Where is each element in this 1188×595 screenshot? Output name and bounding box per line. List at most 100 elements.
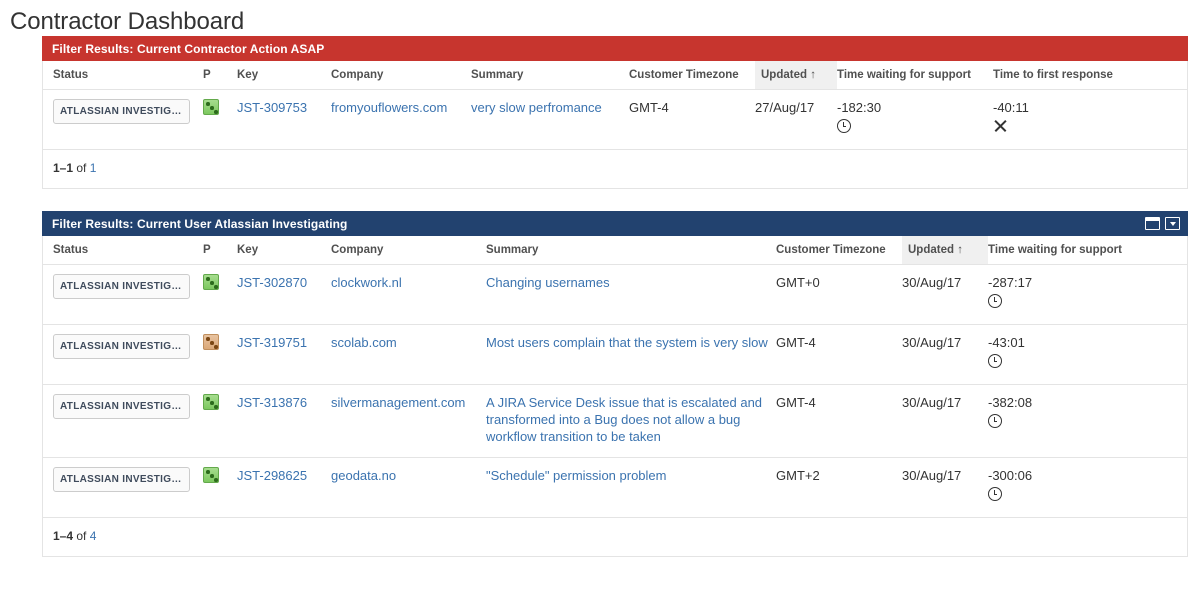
cell-timezone: GMT+2 <box>776 457 902 518</box>
time-waiting-value: -300:06 <box>988 468 1033 483</box>
cell-status: ATLASSIAN INVESTIG… <box>43 457 203 518</box>
table-row[interactable]: ATLASSIAN INVESTIG… JST-302870 clockwork… <box>43 264 1187 325</box>
column-header-status[interactable]: Status <box>43 236 203 265</box>
column-header-summary[interactable]: Summary <box>486 236 776 265</box>
cell-status: ATLASSIAN INVESTIG… <box>43 89 203 150</box>
cell-summary: "Schedule" permission problem <box>486 457 776 518</box>
cell-timezone: GMT+0 <box>776 264 902 325</box>
cell-priority <box>203 264 237 325</box>
cell-updated: 30/Aug/17 <box>902 264 988 325</box>
pagination-footer: 1–4 of 4 <box>43 518 1187 556</box>
cell-time-waiting: -43:01 <box>988 324 1187 385</box>
cell-status: ATLASSIAN INVESTIG… <box>43 264 203 325</box>
minimize-icon[interactable] <box>1145 217 1160 230</box>
column-header-priority[interactable]: P <box>203 61 237 90</box>
gadget-header[interactable]: Filter Results: Current Contractor Actio… <box>42 36 1188 61</box>
column-header-key[interactable]: Key <box>237 61 331 90</box>
company-link[interactable]: silvermanagement.com <box>331 395 466 410</box>
priority-low-icon <box>203 274 219 290</box>
cell-priority <box>203 457 237 518</box>
issue-key-link[interactable]: JST-302870 <box>237 275 308 290</box>
pagination-total-link[interactable]: 1 <box>89 161 97 175</box>
cell-priority <box>203 89 237 150</box>
gadget-title: Filter Results: Current Contractor Actio… <box>52 41 325 56</box>
cell-updated: 30/Aug/17 <box>902 384 988 458</box>
status-badge[interactable]: ATLASSIAN INVESTIG… <box>53 334 190 359</box>
pagination-range: 1–4 <box>53 529 74 543</box>
pagination-total-link[interactable]: 4 <box>89 529 97 543</box>
priority-low-icon <box>203 467 219 483</box>
column-header-company[interactable]: Company <box>331 61 471 90</box>
issue-key-link[interactable]: JST-298625 <box>237 468 308 483</box>
cell-updated: 30/Aug/17 <box>902 324 988 385</box>
status-badge[interactable]: ATLASSIAN INVESTIG… <box>53 99 190 124</box>
cell-company: scolab.com <box>331 324 486 385</box>
page-title: Contractor Dashboard <box>10 8 245 35</box>
summary-link[interactable]: Changing usernames <box>486 275 610 290</box>
cell-priority <box>203 324 237 385</box>
table-row[interactable]: ATLASSIAN INVESTIG… JST-313876 silverman… <box>43 384 1187 458</box>
column-header-timezone[interactable]: Customer Timezone <box>629 61 755 90</box>
column-header-updated[interactable]: Updated ↑ <box>902 236 988 265</box>
priority-medium-icon <box>203 334 219 350</box>
dashboard-area: Filter Results: Current Contractor Actio… <box>0 36 1188 557</box>
priority-low-icon <box>203 99 219 115</box>
summary-link[interactable]: Most users complain that the system is v… <box>486 335 768 350</box>
column-header-priority[interactable]: P <box>203 236 237 265</box>
cell-status: ATLASSIAN INVESTIG… <box>43 324 203 385</box>
cell-key: JST-302870 <box>237 264 331 325</box>
gadget-header-controls <box>1145 217 1180 230</box>
cell-time-waiting: -182:30 <box>837 89 993 150</box>
cell-timezone: GMT-4 <box>776 324 902 385</box>
cell-updated: 30/Aug/17 <box>902 457 988 518</box>
gadget-contractor-action-asap: Filter Results: Current Contractor Actio… <box>42 36 1188 189</box>
cell-summary: Changing usernames <box>486 264 776 325</box>
time-first-response-value: -40:11 <box>993 100 1029 115</box>
time-waiting-value: -43:01 <box>988 335 1025 350</box>
column-header-time-waiting[interactable]: Time waiting for support <box>837 61 993 90</box>
cell-key: JST-313876 <box>237 384 331 458</box>
chevron-down-icon[interactable] <box>1165 217 1180 230</box>
status-badge[interactable]: ATLASSIAN INVESTIG… <box>53 394 190 419</box>
company-link[interactable]: geodata.no <box>331 468 397 483</box>
cell-summary: A JIRA Service Desk issue that is escala… <box>486 384 776 458</box>
gadget-header[interactable]: Filter Results: Current User Atlassian I… <box>42 211 1188 236</box>
summary-link[interactable]: very slow perfromance <box>471 100 602 115</box>
summary-link[interactable]: "Schedule" permission problem <box>486 468 667 483</box>
pagination-footer: 1–1 of 1 <box>43 150 1187 188</box>
column-header-status[interactable]: Status <box>43 61 203 90</box>
cell-summary: very slow perfromance <box>471 89 629 150</box>
table-row[interactable]: ATLASSIAN INVESTIG… JST-309753 fromyoufl… <box>43 89 1187 150</box>
cell-time-waiting: -382:08 <box>988 384 1187 458</box>
company-link[interactable]: clockwork.nl <box>331 275 402 290</box>
issue-key-link[interactable]: JST-319751 <box>237 335 308 350</box>
issue-key-link[interactable]: JST-313876 <box>237 395 308 410</box>
cell-priority <box>203 384 237 458</box>
cell-company: geodata.no <box>331 457 486 518</box>
cell-updated: 27/Aug/17 <box>755 89 837 150</box>
status-badge[interactable]: ATLASSIAN INVESTIG… <box>53 274 190 299</box>
cell-time-waiting: -300:06 <box>988 457 1187 518</box>
pagination-of: of <box>76 161 87 175</box>
time-waiting-value: -287:17 <box>988 275 1033 290</box>
status-badge[interactable]: ATLASSIAN INVESTIG… <box>53 467 190 492</box>
table-row[interactable]: ATLASSIAN INVESTIG… JST-319751 scolab.co… <box>43 324 1187 385</box>
column-header-time-waiting[interactable]: Time waiting for support <box>988 236 1187 265</box>
column-header-summary[interactable]: Summary <box>471 61 629 90</box>
company-link[interactable]: scolab.com <box>331 335 397 350</box>
issues-table: Status P Key Company Summary Customer Ti… <box>43 61 1187 150</box>
company-link[interactable]: fromyouflowers.com <box>331 100 448 115</box>
gadget-body: Status P Key Company Summary Customer Ti… <box>42 61 1188 189</box>
column-header-updated[interactable]: Updated ↑ <box>755 61 837 90</box>
table-row[interactable]: ATLASSIAN INVESTIG… JST-298625 geodata.n… <box>43 457 1187 518</box>
summary-link[interactable]: A JIRA Service Desk issue that is escala… <box>486 395 763 444</box>
column-header-time-first-response[interactable]: Time to first response <box>993 61 1187 90</box>
column-header-key[interactable]: Key <box>237 236 331 265</box>
clock-icon <box>988 294 1002 308</box>
cell-company: fromyouflowers.com <box>331 89 471 150</box>
time-waiting-value: -382:08 <box>988 395 1033 410</box>
column-header-timezone[interactable]: Customer Timezone <box>776 236 902 265</box>
issues-table: Status P Key Company Summary Customer Ti… <box>43 236 1187 518</box>
issue-key-link[interactable]: JST-309753 <box>237 100 308 115</box>
column-header-company[interactable]: Company <box>331 236 486 265</box>
